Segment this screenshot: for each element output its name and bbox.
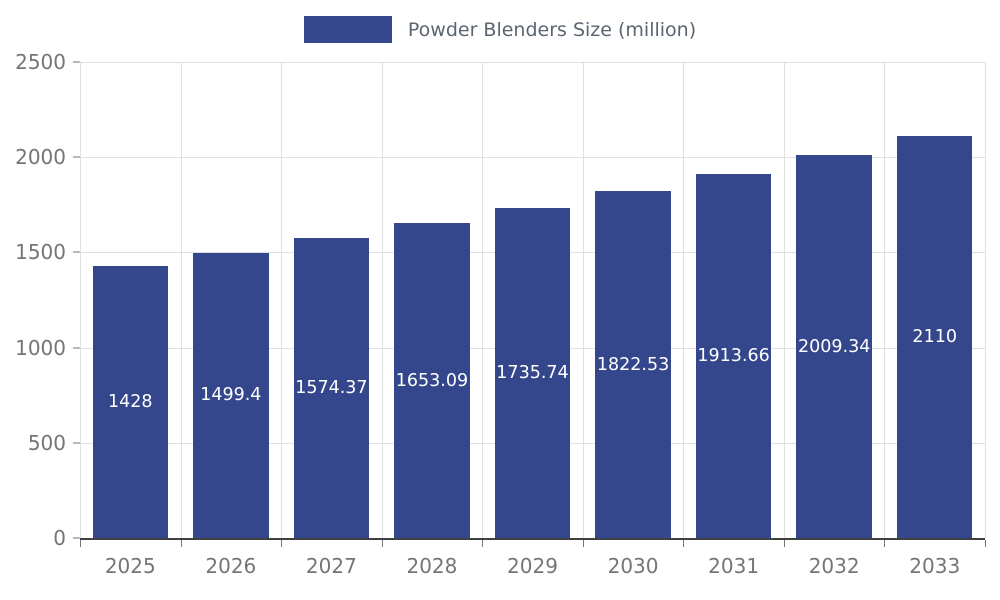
x-tick-label: 2028: [406, 554, 458, 578]
x-tick-mark: [783, 540, 785, 547]
vertical-gridline: [985, 62, 986, 538]
x-tick-label: 2025: [104, 554, 156, 578]
x-tick-label: 2027: [305, 554, 357, 578]
bar: 2110: [897, 136, 973, 538]
y-tick-mark: [73, 156, 80, 158]
bar-value-label: 1428: [107, 392, 153, 413]
bar: 1735.74: [494, 207, 571, 538]
x-tick-mark: [80, 540, 81, 547]
x-tick-label: 2033: [909, 554, 961, 578]
x-tick-label: 2030: [607, 554, 659, 578]
x-tick-mark: [683, 540, 685, 547]
y-tick-mark: [73, 61, 80, 63]
bar-value-label: 1653.09: [395, 370, 469, 391]
x-tick-mark: [482, 540, 484, 547]
bar: 1499.4: [193, 252, 269, 538]
vertical-gridline: [884, 62, 886, 538]
y-tick-mark: [73, 537, 80, 539]
vertical-gridline: [381, 62, 383, 538]
y-tick-label: 2000: [15, 145, 66, 170]
bar-value-label: 2009.34: [797, 336, 871, 357]
y-tick-label: 1000: [15, 335, 66, 360]
y-tick-label: 0: [53, 526, 66, 550]
bar-value-label: 1822.53: [596, 354, 670, 375]
bar: 1822.53: [595, 191, 671, 538]
y-tick-mark: [73, 347, 80, 349]
bar-value-label: 1574.37: [295, 378, 368, 399]
horizontal-gridline: [80, 157, 985, 159]
bar-value-label: 1499.4: [200, 385, 262, 406]
chart-title: Powder Blenders Size (million): [407, 18, 697, 41]
x-tick-mark: [582, 540, 584, 547]
x-tick-mark: [985, 540, 986, 547]
plot-area: 0 500 1000 1500 2000 2500 1428 2025 1499.4 2026 15…: [15, 50, 986, 578]
x-tick-mark: [381, 540, 383, 547]
y-tick-mark: [73, 251, 80, 253]
x-tick-label: 2032: [808, 554, 860, 578]
horizontal-gridline: [80, 62, 985, 63]
bar: 1574.37: [293, 238, 370, 538]
y-tick-mark: [73, 442, 80, 444]
vertical-gridline: [180, 62, 182, 538]
x-tick-mark: [180, 540, 182, 547]
bar-value-label: 1913.66: [697, 345, 770, 366]
vertical-gridline: [683, 62, 685, 538]
x-tick-mark: [281, 540, 283, 547]
bar-value-label: 1735.74: [496, 362, 569, 383]
x-tick-mark: [884, 540, 886, 547]
x-tick-label: 2029: [507, 554, 558, 578]
y-tick-label: 2500: [15, 50, 66, 74]
bar: 2009.34: [796, 155, 872, 538]
y-tick-label: 500: [27, 430, 66, 455]
y-tick-label: 1500: [15, 240, 66, 265]
bar: 1653.09: [394, 223, 470, 538]
x-tick-label: 2026: [205, 554, 257, 578]
vertical-gridline: [783, 62, 785, 538]
vertical-gridline: [582, 62, 584, 538]
vertical-gridline: [281, 62, 283, 538]
legend: Powder Blenders Size (million): [0, 16, 1000, 43]
bar: 1913.66: [695, 173, 772, 538]
vertical-gridline: [80, 62, 81, 538]
bar: 1428: [92, 266, 168, 538]
legend-swatch: [303, 16, 392, 43]
x-tick-label: 2031: [708, 554, 760, 578]
bar-value-label: 2110: [912, 327, 957, 348]
vertical-gridline: [482, 62, 484, 538]
